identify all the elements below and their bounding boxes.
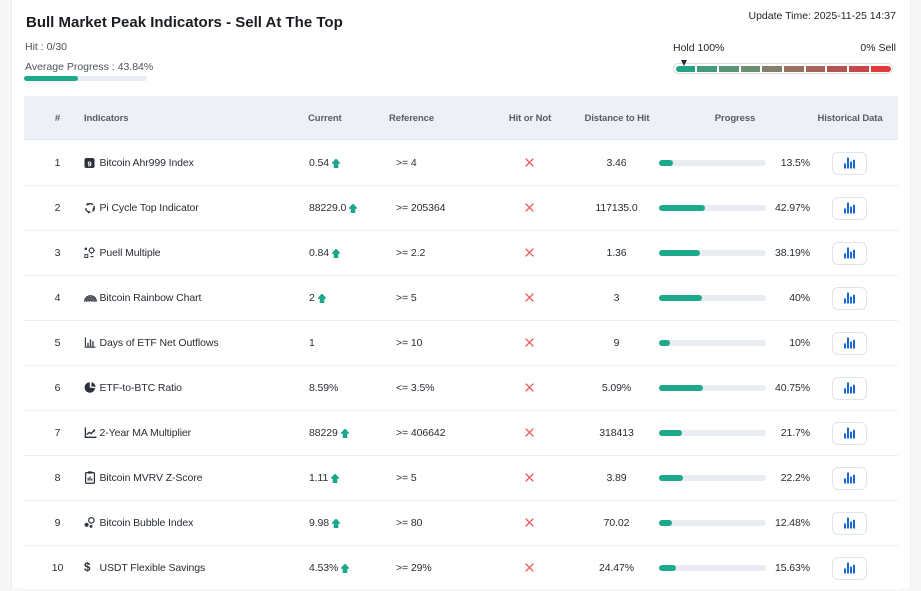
- svg-text:9: 9: [87, 159, 91, 168]
